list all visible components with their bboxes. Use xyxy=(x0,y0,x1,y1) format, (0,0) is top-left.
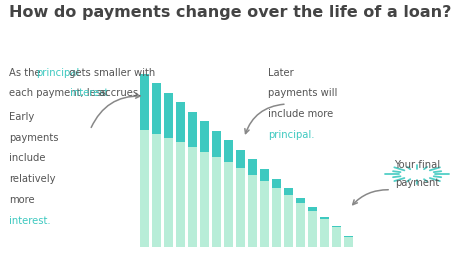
Bar xyxy=(320,219,329,247)
Bar xyxy=(188,147,197,247)
Bar xyxy=(236,168,245,247)
Bar xyxy=(200,121,209,152)
Text: principal.: principal. xyxy=(268,130,314,140)
Bar xyxy=(212,157,221,247)
Text: Later: Later xyxy=(268,68,293,77)
Text: more: more xyxy=(9,195,35,205)
Text: Your final: Your final xyxy=(394,160,440,170)
Text: gets smaller with: gets smaller with xyxy=(66,68,155,77)
Bar xyxy=(320,217,329,219)
Bar xyxy=(224,162,233,247)
Bar xyxy=(272,179,281,188)
Text: interest: interest xyxy=(70,88,109,98)
Bar xyxy=(140,130,149,247)
Bar xyxy=(164,93,173,138)
Bar xyxy=(284,188,293,195)
Bar xyxy=(260,169,269,181)
Text: each payment, less: each payment, less xyxy=(9,88,110,98)
Bar xyxy=(248,175,257,247)
Bar xyxy=(344,236,353,237)
Bar xyxy=(332,226,341,227)
Bar xyxy=(344,237,353,247)
Bar xyxy=(248,159,257,175)
Bar xyxy=(164,138,173,247)
Bar xyxy=(332,227,341,247)
Text: payments will: payments will xyxy=(268,88,337,98)
Bar xyxy=(224,140,233,162)
Text: principal: principal xyxy=(36,68,79,77)
Bar xyxy=(152,83,161,134)
Bar xyxy=(284,195,293,247)
Bar xyxy=(176,102,185,142)
Bar xyxy=(212,131,221,157)
Bar xyxy=(188,112,197,147)
Text: interest.: interest. xyxy=(9,216,51,226)
Bar xyxy=(200,152,209,247)
Text: As the: As the xyxy=(9,68,44,77)
Bar xyxy=(176,142,185,247)
Text: payments: payments xyxy=(9,133,59,142)
Bar xyxy=(308,211,317,247)
Text: Early: Early xyxy=(9,112,35,122)
Text: payment: payment xyxy=(395,178,439,188)
Bar xyxy=(272,188,281,247)
Bar xyxy=(236,150,245,168)
Bar xyxy=(296,203,305,247)
Text: How do payments change over the life of a loan?: How do payments change over the life of … xyxy=(9,5,452,20)
Bar xyxy=(296,198,305,203)
Text: accrues.: accrues. xyxy=(96,88,141,98)
Text: relatively: relatively xyxy=(9,174,56,184)
Bar xyxy=(140,74,149,130)
Bar xyxy=(308,207,317,211)
Bar xyxy=(152,134,161,247)
Text: include more: include more xyxy=(268,109,333,119)
Text: include: include xyxy=(9,153,46,163)
Bar xyxy=(260,181,269,247)
